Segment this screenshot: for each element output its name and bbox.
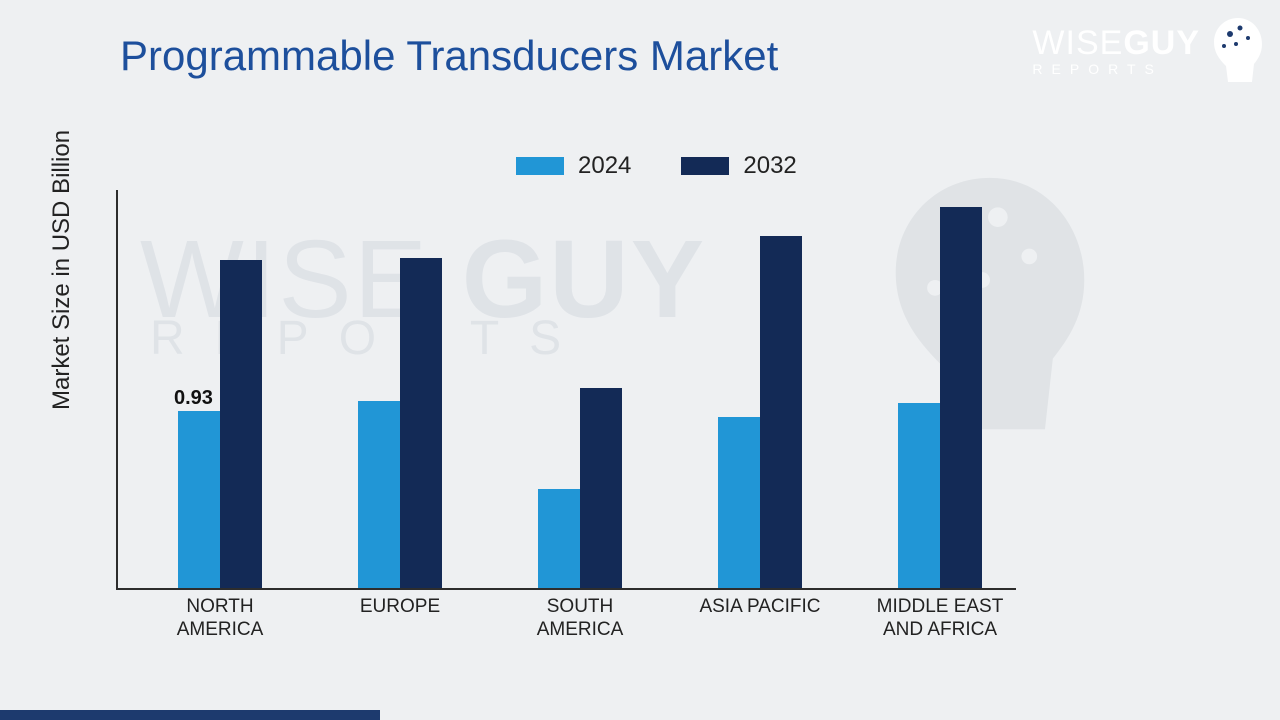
legend: 2024 2032 xyxy=(516,152,797,180)
brand-logo-word-b: GUY xyxy=(1123,24,1200,62)
bar-group xyxy=(898,207,982,588)
category-label: ASIA PACIFIC xyxy=(690,596,830,619)
brand-logo-icon xyxy=(1210,16,1266,84)
bar-group xyxy=(178,260,262,588)
brand-logo-text: WISEGUY REPORTS xyxy=(1032,24,1200,77)
chart-area: 2024 2032 Market Size in USD Billion NOR… xyxy=(56,150,996,710)
bar xyxy=(178,411,220,588)
legend-item-2024: 2024 xyxy=(516,152,631,180)
category-label: SOUTH AMERICA xyxy=(510,596,650,642)
value-annotation: 0.93 xyxy=(174,387,213,410)
brand-logo-word-a: WISE xyxy=(1032,24,1123,62)
bar xyxy=(718,417,760,588)
legend-item-2032: 2032 xyxy=(681,152,796,180)
category-label: NORTH AMERICA xyxy=(150,596,290,642)
legend-label-2032: 2032 xyxy=(743,152,796,180)
bar xyxy=(220,260,262,588)
bar-group xyxy=(718,236,802,588)
bar xyxy=(400,258,442,588)
bar xyxy=(538,489,580,588)
bar xyxy=(940,207,982,588)
legend-swatch-2024 xyxy=(516,157,564,175)
category-label: MIDDLE EAST AND AFRICA xyxy=(870,596,1010,642)
bottom-accent-bar xyxy=(0,710,380,720)
y-axis-label: Market Size in USD Billion xyxy=(48,130,76,410)
brand-logo: WISEGUY REPORTS xyxy=(996,10,1266,90)
legend-label-2024: 2024 xyxy=(578,152,631,180)
bar-group xyxy=(538,388,622,588)
brand-logo-sub: REPORTS xyxy=(1032,61,1200,77)
legend-swatch-2032 xyxy=(681,157,729,175)
bar xyxy=(358,401,400,588)
bar xyxy=(760,236,802,588)
page: WISEGUY REPORTS Programmable Transducers… xyxy=(0,0,1280,720)
brand-logo-main: WISEGUY xyxy=(1032,24,1200,63)
chart-title: Programmable Transducers Market xyxy=(120,32,778,80)
bar xyxy=(580,388,622,588)
category-label: EUROPE xyxy=(330,596,470,619)
bar xyxy=(898,403,940,588)
plot-area: NORTH AMERICAEUROPESOUTH AMERICAASIA PAC… xyxy=(116,190,1016,590)
bar-group xyxy=(358,258,442,588)
